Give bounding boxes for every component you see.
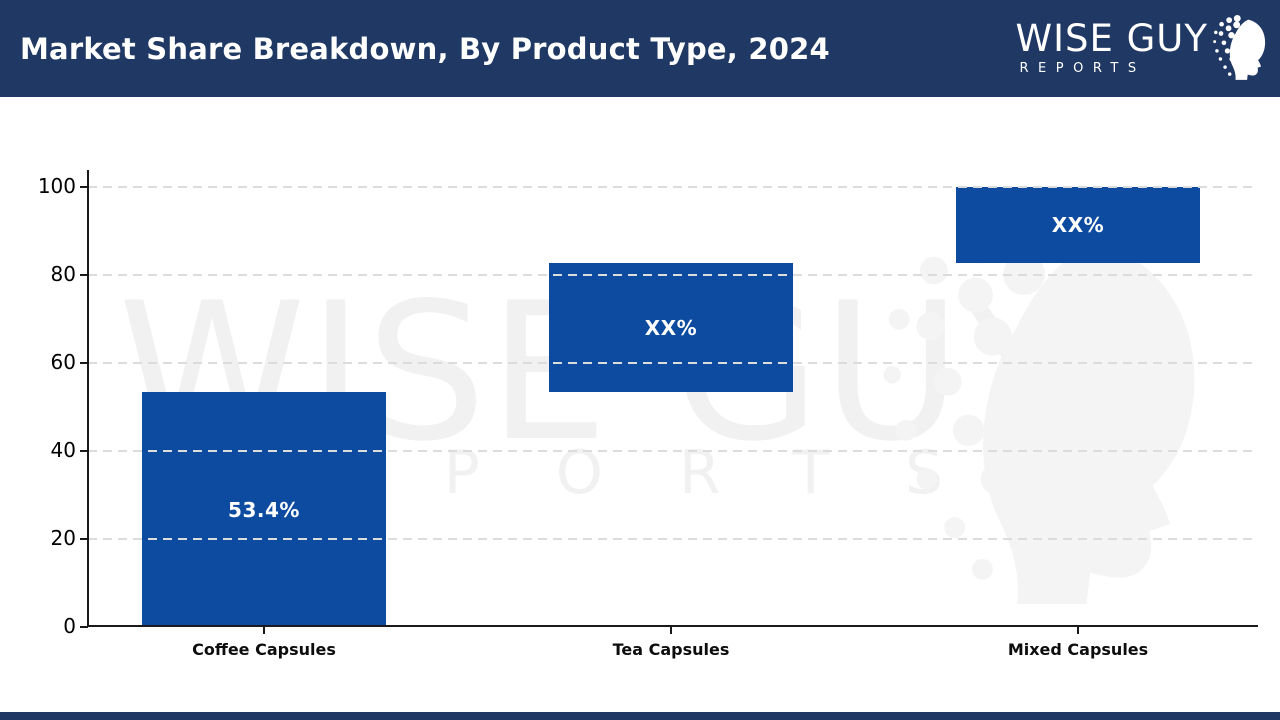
bar: 53.4% [142,392,386,627]
y-axis-tick [80,626,88,628]
logo-wordmark: WISE GUY [1015,17,1208,60]
y-tick-label: 100 [37,174,76,198]
bar-value-label: XX% [1051,213,1105,238]
y-tick-label: 20 [50,526,76,550]
y-tick-label: 60 [50,350,76,374]
bar: XX% [549,263,793,393]
x-category-label: Tea Capsules [612,640,730,659]
y-axis-tick [80,274,88,276]
footer-bar [0,712,1280,720]
gridline [88,538,1256,540]
x-category-label: Coffee Capsules [192,640,336,659]
logo-subtitle: REPORTS [1019,61,1146,76]
y-axis-line [87,170,89,627]
logo-face-icon [1210,10,1268,86]
y-axis-tick [80,186,88,188]
bar: XX% [956,187,1200,264]
x-axis-tick [670,627,672,634]
bar-value-label: 53.4% [228,497,300,522]
x-axis-tick [263,627,265,634]
header-bar: Market Share Breakdown, By Product Type,… [0,0,1280,97]
gridline [88,450,1256,452]
y-tick-label: 40 [50,438,76,462]
y-tick-label: 80 [50,262,76,286]
watermark-face-icon [828,222,1248,604]
bar-value-label: XX% [644,315,698,340]
x-axis-line [87,625,1258,627]
gridline [88,362,1256,364]
x-category-label: Mixed Capsules [1007,640,1149,659]
gridline [88,274,1256,276]
chart-title: Market Share Breakdown, By Product Type,… [20,31,830,66]
gridline [88,186,1256,188]
y-tick-label: 0 [63,614,76,638]
plot-area: 0 20 40 60 80 100 53.4% Coffee Capsules XX% Tea C… [0,97,1280,712]
x-axis-tick [1077,627,1079,634]
wise-guy-logo: WISE GUY REPORTS [1016,10,1268,86]
y-axis-tick [80,538,88,540]
y-axis-tick [80,450,88,452]
y-axis-tick [80,362,88,364]
